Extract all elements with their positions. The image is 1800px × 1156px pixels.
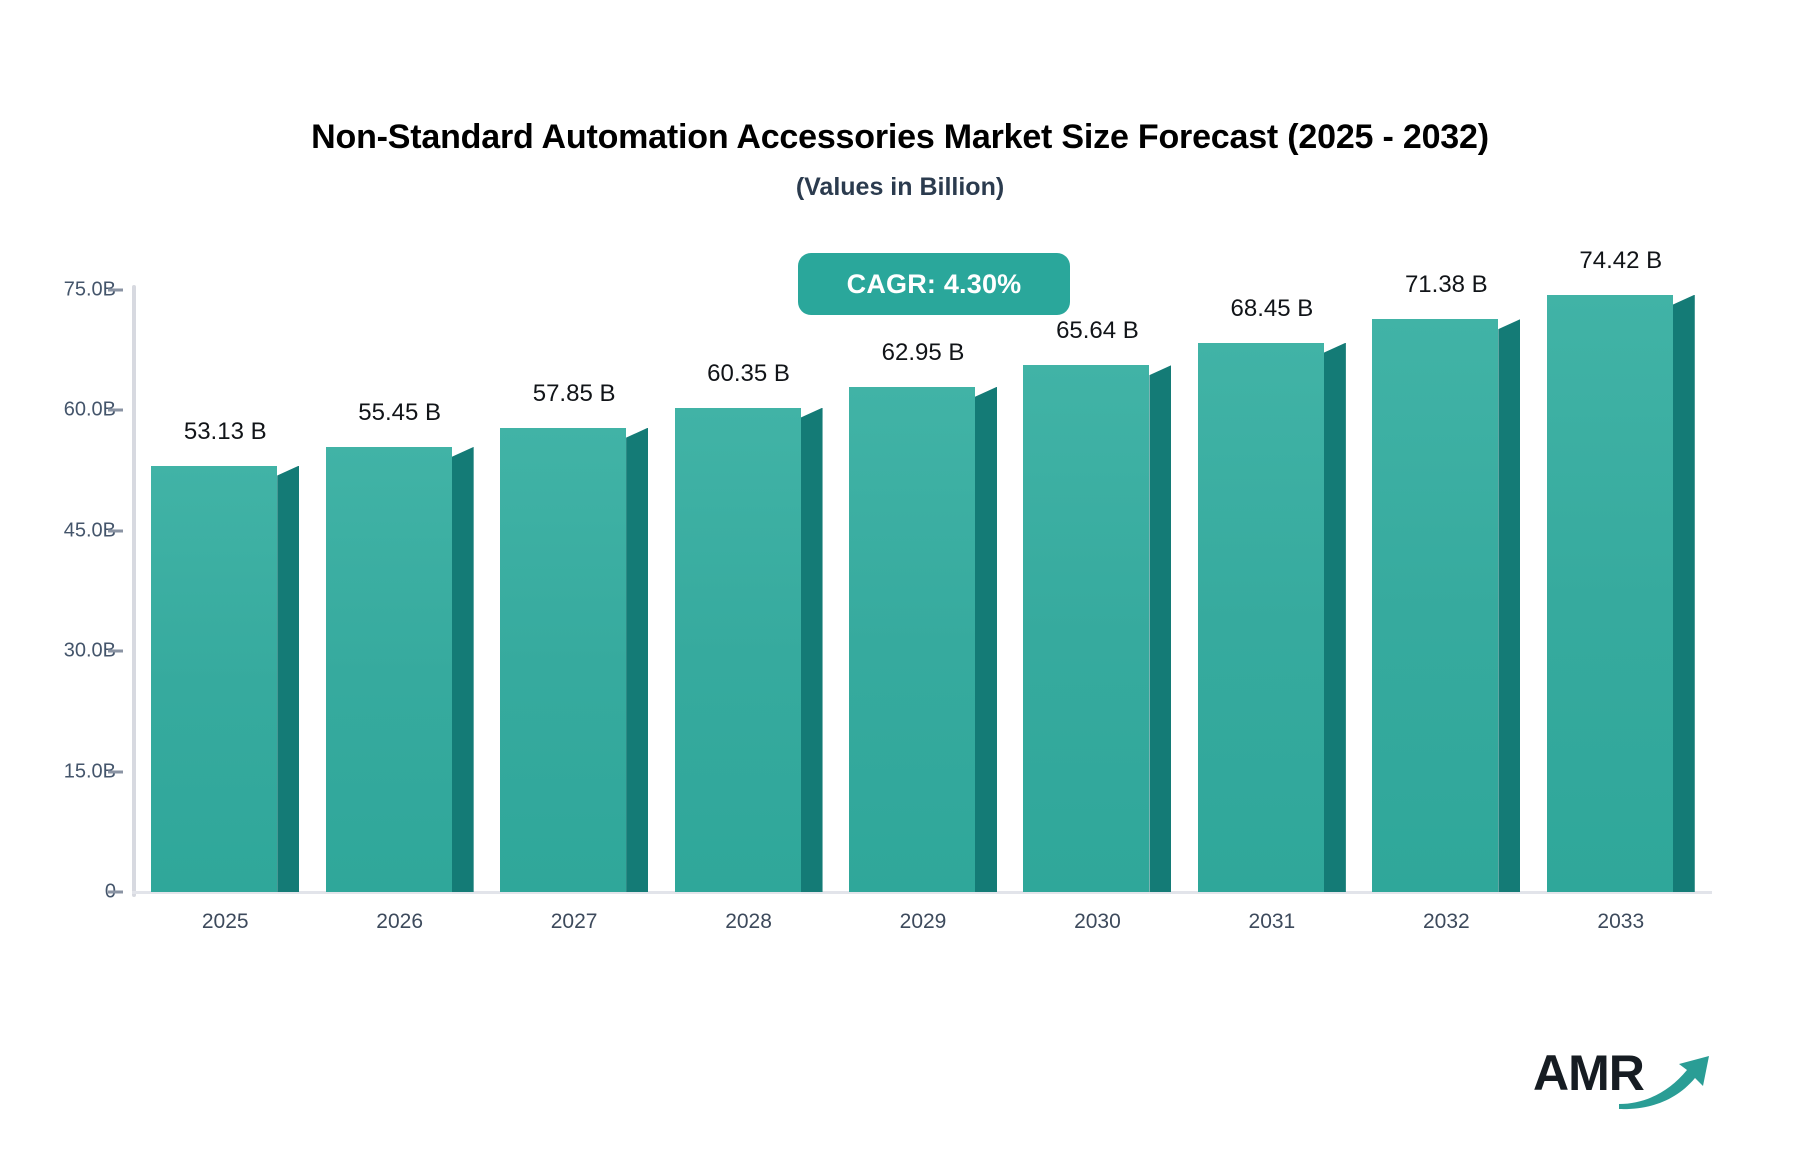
bar-side bbox=[1323, 342, 1346, 892]
y-axis-tick-mark bbox=[108, 288, 123, 292]
y-axis-tick-label: 75.0B bbox=[63, 278, 116, 301]
x-axis-tick-label: 2027 bbox=[550, 910, 598, 933]
bar bbox=[325, 446, 474, 892]
bar-face bbox=[1197, 342, 1324, 892]
bar-face bbox=[325, 446, 452, 892]
bar-side bbox=[626, 427, 649, 892]
y-axis-tick-mark bbox=[108, 529, 123, 533]
x-axis-tick-label: 2030 bbox=[1074, 910, 1121, 933]
chart-title: Non-Standard Automation Accessories Mark… bbox=[311, 118, 1489, 156]
y-axis-tick-label: 15.0B bbox=[63, 760, 116, 783]
bar-value-label: 71.38 B bbox=[1404, 271, 1488, 299]
x-axis-tick-label: 2033 bbox=[1597, 910, 1645, 933]
bar-face bbox=[151, 465, 278, 892]
logo-text: AMR bbox=[1533, 1045, 1645, 1101]
bar bbox=[849, 386, 997, 892]
x-axis-tick-label: 2028 bbox=[725, 910, 772, 933]
bar bbox=[500, 427, 649, 892]
bar-value-label: 65.64 B bbox=[1056, 317, 1139, 345]
y-axis-tick-mark bbox=[108, 408, 123, 412]
amr-logo: AMR bbox=[1533, 1046, 1713, 1116]
bar bbox=[1546, 294, 1695, 892]
y-axis-tick-label: 30.0B bbox=[63, 639, 116, 662]
bar-value-label: 74.42 B bbox=[1579, 246, 1663, 274]
bar-side bbox=[1149, 365, 1172, 892]
bar-face bbox=[500, 427, 627, 892]
bar-face bbox=[674, 407, 801, 892]
bar-side bbox=[451, 446, 474, 892]
bar-face bbox=[849, 386, 975, 892]
x-axis-tick-label: 2032 bbox=[1422, 910, 1470, 933]
x-axis-line bbox=[132, 891, 1712, 894]
bar-side bbox=[1498, 319, 1521, 892]
y-axis-tick-mark bbox=[108, 649, 123, 653]
bar-value-label: 53.13 B bbox=[183, 417, 267, 445]
x-axis-tick-label: 2031 bbox=[1248, 910, 1296, 933]
cagr-badge: CAGR: 4.30% bbox=[798, 253, 1070, 315]
y-axis-tick-label: 0 bbox=[0, 881, 116, 904]
bar bbox=[151, 465, 300, 892]
bar-value-label: 68.45 B bbox=[1230, 294, 1314, 322]
bar-value-label: 55.45 B bbox=[358, 398, 442, 426]
x-axis-tick-label: 2025 bbox=[201, 910, 249, 933]
bar bbox=[1372, 319, 1521, 892]
bar-value-label: 57.85 B bbox=[532, 379, 616, 407]
y-axis-tick-label: 60.0B bbox=[63, 398, 116, 421]
bar-side bbox=[1672, 294, 1695, 892]
growth-arrow-icon bbox=[1617, 1052, 1713, 1115]
bar-face bbox=[1546, 294, 1673, 892]
y-axis-tick-label: 45.0B bbox=[63, 519, 116, 542]
bar-side bbox=[800, 407, 823, 892]
bar-side bbox=[975, 386, 997, 892]
plot-area: 53.13 B 55.45 B 57.85 B 60.35 B 62.95 B 65.64… bbox=[138, 247, 1708, 892]
y-axis-line bbox=[132, 285, 136, 897]
bar bbox=[1023, 365, 1172, 892]
chart-subtitle: (Values in Billion) bbox=[795, 173, 1005, 201]
bar-face bbox=[1023, 365, 1150, 892]
y-axis-tick-mark bbox=[108, 890, 123, 894]
x-axis-tick-label: 2029 bbox=[899, 910, 947, 933]
bar-face bbox=[1372, 319, 1499, 892]
y-axis-tick-mark bbox=[108, 770, 123, 774]
bar bbox=[674, 407, 823, 892]
bar-value-label: 62.95 B bbox=[881, 338, 965, 366]
bar bbox=[1197, 342, 1346, 892]
x-axis-tick-label: 2026 bbox=[376, 910, 424, 933]
bar-side bbox=[277, 465, 300, 892]
bar-value-label: 60.35 B bbox=[707, 359, 790, 387]
